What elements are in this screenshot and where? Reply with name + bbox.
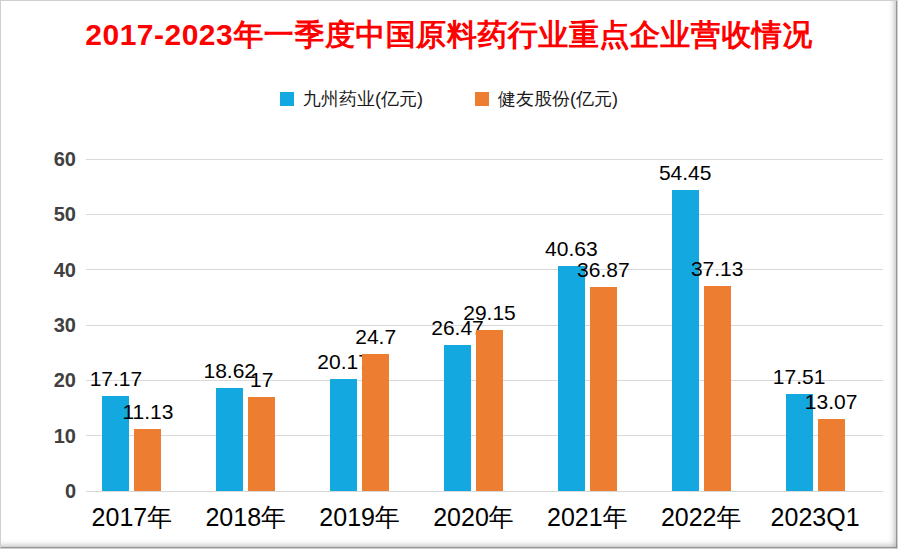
value-label: 37.13	[672, 257, 762, 281]
y-axis-tick-label: 60	[29, 147, 76, 171]
bar-series2-2023Q1	[818, 419, 845, 491]
value-label: 24.7	[331, 325, 421, 349]
bar-series2-2019年	[362, 354, 389, 491]
bar-series1-2021年	[558, 266, 585, 491]
bar-series1-2022年	[672, 190, 699, 491]
bar-series2-2020年	[476, 330, 503, 491]
legend-label: 九州药业(亿元)	[303, 87, 423, 111]
y-axis-tick-label: 50	[29, 202, 76, 226]
bar-series2-2022年	[704, 286, 731, 491]
x-axis-category-label: 2023Q1	[745, 501, 885, 533]
bar-series1-2018年	[216, 388, 243, 491]
y-axis-tick-label: 0	[29, 479, 76, 503]
legend-label: 健友股份(亿元)	[498, 87, 618, 111]
legend-swatch-icon	[280, 92, 294, 106]
plot-area: 17.1711.1318.621720.1724.726.4729.1540.6…	[86, 159, 883, 491]
y-axis-tick-label: 20	[29, 368, 76, 392]
bar-series2-2017年	[134, 429, 161, 491]
legend-item: 九州药业(亿元)	[280, 87, 423, 111]
value-label: 36.87	[558, 258, 648, 282]
chart: 2017-2023年一季度中国原料药行业重点企业营收情况 九州药业(亿元) 健友股…	[0, 0, 898, 549]
y-axis-tick-label: 40	[29, 258, 76, 282]
bar-series1-2019年	[330, 379, 357, 491]
bar-series1-2020年	[444, 345, 471, 491]
chart-title: 2017-2023年一季度中国原料药行业重点企业营收情况	[1, 15, 897, 56]
bar-series2-2018年	[248, 397, 275, 491]
bar-series2-2021年	[590, 287, 617, 491]
legend-swatch-icon	[475, 92, 489, 106]
value-label: 17	[217, 368, 307, 392]
gridline	[86, 159, 883, 160]
y-axis-tick-label: 10	[29, 424, 76, 448]
value-label: 13.07	[786, 390, 876, 414]
value-label: 29.15	[445, 301, 535, 325]
value-label: 54.45	[640, 161, 730, 185]
legend: 九州药业(亿元) 健友股份(亿元)	[1, 87, 897, 111]
y-axis-tick-label: 30	[29, 313, 76, 337]
value-label: 11.13	[103, 400, 193, 424]
value-label: 17.51	[754, 365, 844, 389]
gridline	[86, 269, 883, 270]
legend-item: 健友股份(亿元)	[475, 87, 618, 111]
value-label: 17.17	[71, 367, 161, 391]
gridline	[86, 214, 883, 215]
